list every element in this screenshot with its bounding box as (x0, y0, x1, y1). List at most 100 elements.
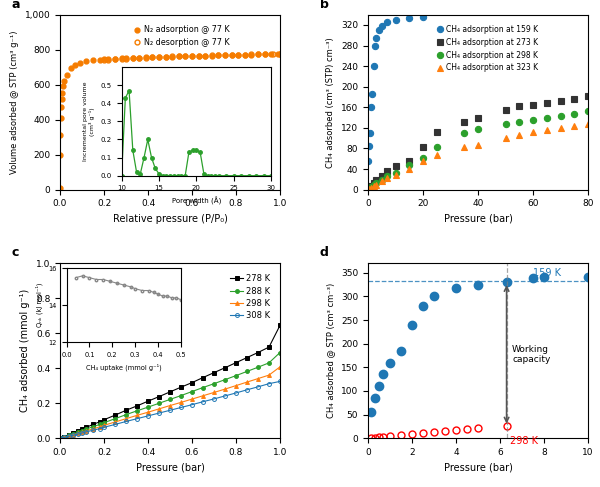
N₂ adsorption @ 77 K (228, 52, 235, 58)
288 K (70, 431, 77, 437)
CH₄ adsorption at 298 K (392, 170, 399, 176)
308 K (178, 405, 185, 411)
CH₄ adsorption at 323 K (475, 142, 482, 148)
CH₄ adsorption at 298 K (367, 184, 374, 189)
288 K (133, 408, 140, 414)
N₂ desorption @ 77 K (195, 53, 202, 58)
CH₄ adsorption at 298 K (378, 177, 385, 183)
278 K (65, 432, 73, 438)
278 K (155, 393, 163, 399)
N₂ adsorption @ 77 K (221, 52, 229, 58)
278 K (244, 355, 251, 360)
278 K (199, 375, 206, 380)
N₂ adsorption @ 77 K (59, 83, 67, 89)
Line: CH₄ adsorption at 323 K: CH₄ adsorption at 323 K (366, 121, 591, 192)
Line: 278 K: 278 K (58, 323, 282, 440)
288 K (122, 412, 130, 417)
Line: N₂ desorption @ 77 K: N₂ desorption @ 77 K (101, 52, 283, 62)
Y-axis label: CH₄ adsorbed @ STP (cm³ cm⁻³): CH₄ adsorbed @ STP (cm³ cm⁻³) (326, 283, 335, 418)
298 K (100, 422, 107, 428)
CH₄ adsorption at 159 K (367, 104, 374, 110)
288 K (61, 434, 68, 440)
CH₄ adsorption at 298 K (584, 109, 592, 114)
278 K (232, 360, 239, 366)
308 K (122, 418, 130, 424)
CH₄ adsorption at 298 K (433, 145, 440, 150)
N₂ desorption @ 77 K (277, 51, 284, 57)
298 K (145, 409, 152, 415)
288 K (145, 404, 152, 410)
298 K (89, 426, 97, 432)
298 K (199, 393, 206, 399)
N₂ desorption @ 77 K (182, 53, 189, 59)
N₂ adsorption @ 77 K (248, 52, 255, 57)
N₂ adsorption @ 77 K (56, 185, 64, 191)
Text: 298 K: 298 K (510, 436, 538, 446)
278 K (61, 433, 68, 439)
N₂ adsorption @ 77 K (96, 57, 103, 63)
CH₄ adsorption at 323 K (515, 131, 523, 137)
N₂ desorption @ 77 K (105, 57, 112, 63)
298 K (56, 435, 64, 441)
CH₄ adsorption at 298 K (571, 111, 578, 117)
CH₄ adsorption at 273 K (584, 93, 592, 99)
298 K (211, 390, 218, 395)
308 K (56, 435, 64, 441)
N₂ desorption @ 77 K (122, 56, 130, 62)
CH₄ adsorption at 323 K (502, 135, 509, 141)
278 K (211, 370, 218, 375)
CH₄ adsorption at 298 K (475, 126, 482, 132)
298 K (70, 432, 77, 438)
CH₄ adsorption at 273 K (433, 129, 440, 135)
CH₄ adsorption at 273 K (366, 184, 373, 190)
308 K (254, 384, 262, 390)
308 K (133, 416, 140, 422)
278 K (166, 389, 173, 395)
308 K (65, 433, 73, 439)
N₂ desorption @ 77 K (136, 55, 143, 61)
N₂ adsorption @ 77 K (175, 54, 182, 59)
CH₄ adsorption at 323 K (366, 186, 373, 191)
CH₄ adsorption at 298 K (406, 163, 413, 169)
CH₄ adsorption at 323 K (461, 145, 468, 150)
N₂ adsorption @ 77 K (254, 52, 262, 57)
308 K (89, 427, 97, 433)
288 K (232, 373, 239, 378)
CH₄ adsorption at 159 K (392, 17, 399, 23)
N₂ adsorption @ 77 K (202, 53, 209, 58)
308 K (155, 410, 163, 416)
CH₄ adsorption at 323 K (367, 185, 374, 190)
CH₄ adsorption at 323 K (419, 158, 427, 164)
CH₄ adsorption at 323 K (529, 129, 536, 135)
Y-axis label: Volume adsorbed @ STP (cm³ g⁻¹): Volume adsorbed @ STP (cm³ g⁻¹) (10, 30, 19, 174)
288 K (166, 396, 173, 402)
N₂ adsorption @ 77 K (57, 132, 64, 138)
N₂ desorption @ 77 K (202, 53, 209, 58)
CH₄ adsorption at 323 K (543, 127, 550, 133)
308 K (265, 381, 272, 387)
298 K (155, 406, 163, 412)
CH₄ adsorption at 323 K (406, 166, 413, 172)
Y-axis label: CH₄ adsorbed (cm³ (STP) cm⁻³): CH₄ adsorbed (cm³ (STP) cm⁻³) (326, 37, 335, 168)
278 K (89, 422, 97, 428)
X-axis label: Pressure (bar): Pressure (bar) (443, 463, 512, 472)
CH₄ adsorption at 273 K (502, 107, 509, 113)
CH₄ adsorption at 159 K (368, 92, 376, 97)
N₂ desorption @ 77 K (169, 54, 176, 59)
N₂ adsorption @ 77 K (162, 54, 169, 60)
288 K (79, 428, 86, 434)
CH₄ adsorption at 298 K (383, 173, 391, 179)
CH₄ adsorption at 159 K (406, 15, 413, 21)
288 K (83, 426, 90, 432)
278 K (221, 365, 229, 371)
N₂ adsorption @ 77 K (277, 51, 284, 57)
308 K (221, 393, 229, 399)
N₂ desorption @ 77 K (100, 57, 107, 63)
288 K (244, 369, 251, 375)
CH₄ adsorption at 323 K (383, 175, 391, 181)
CH₄ adsorption at 298 K (515, 119, 523, 125)
CH₄ adsorption at 159 K (365, 143, 373, 149)
288 K (100, 420, 107, 426)
CH₄ adsorption at 273 K (461, 119, 468, 125)
CH₄ adsorption at 273 K (378, 173, 385, 179)
